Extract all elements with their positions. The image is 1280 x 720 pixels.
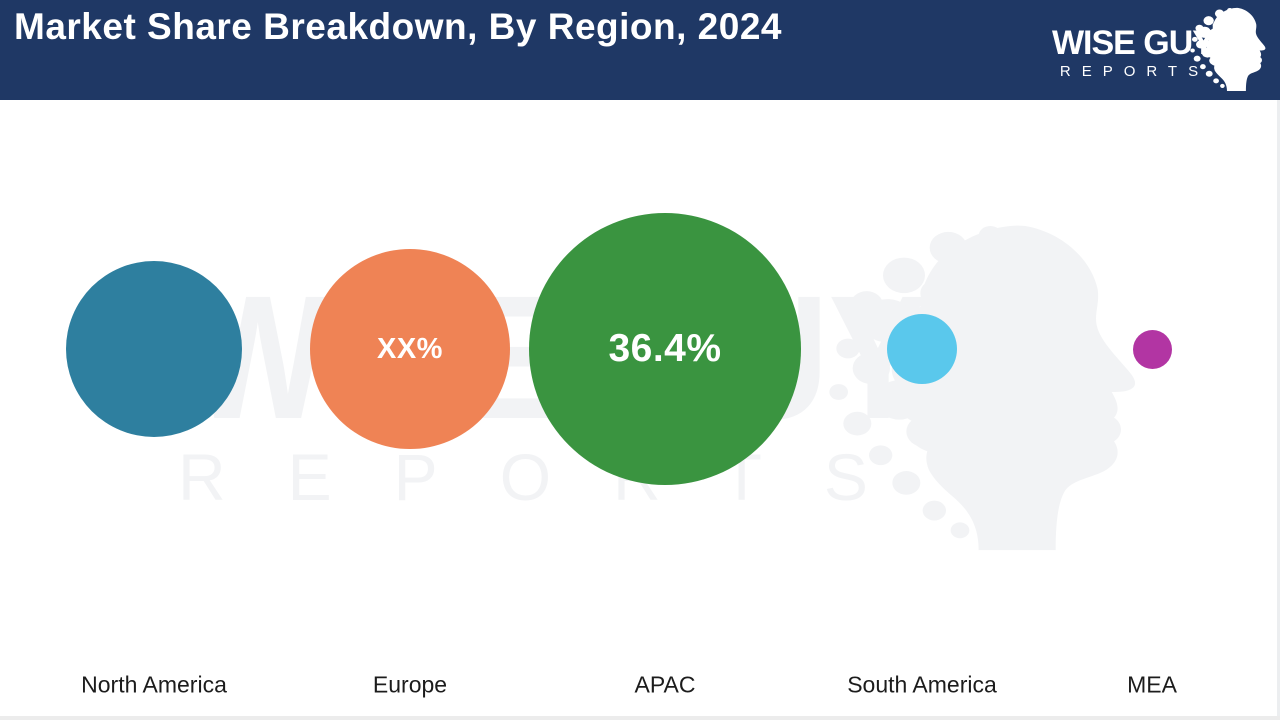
bubble-europe: XX% — [310, 249, 510, 449]
region-label-south-america: South America — [847, 671, 997, 698]
region-label-apac: APAC — [634, 671, 696, 698]
right-edge-strip — [1277, 100, 1280, 720]
bubble-chart: WISE GUY REPORTS XX%36.4% North AmericaE… — [0, 100, 1280, 720]
wise-guy-logo: WISE GUY REPORTS — [1052, 4, 1274, 96]
bottom-edge-strip — [0, 716, 1280, 720]
watermark-wordmark-line2: REPORTS — [178, 440, 930, 514]
bubble-south-america — [887, 314, 957, 384]
region-label-mea: MEA — [1127, 671, 1177, 698]
bubble-value-label-europe: XX% — [377, 332, 443, 365]
bubble-apac: 36.4% — [529, 213, 801, 485]
logo-wordmark-line1: WISE GUY — [1051, 24, 1215, 62]
logo-wordmark-line2: REPORTS — [1059, 63, 1210, 80]
page-title: Market Share Breakdown, By Region, 2024 — [14, 6, 782, 47]
header-bar: Market Share Breakdown, By Region, 2024 … — [0, 0, 1280, 100]
bubble-north-america — [66, 261, 242, 437]
watermark-head-icon — [829, 225, 1136, 551]
logo-wordmark: WISE GUY REPORTS — [1051, 24, 1215, 80]
region-label-north-america: North America — [81, 671, 227, 698]
region-label-europe: Europe — [372, 671, 448, 698]
bubble-mea — [1132, 329, 1172, 369]
bubble-value-label-apac: 36.4% — [608, 327, 722, 370]
head-profile-icon — [1190, 7, 1266, 91]
